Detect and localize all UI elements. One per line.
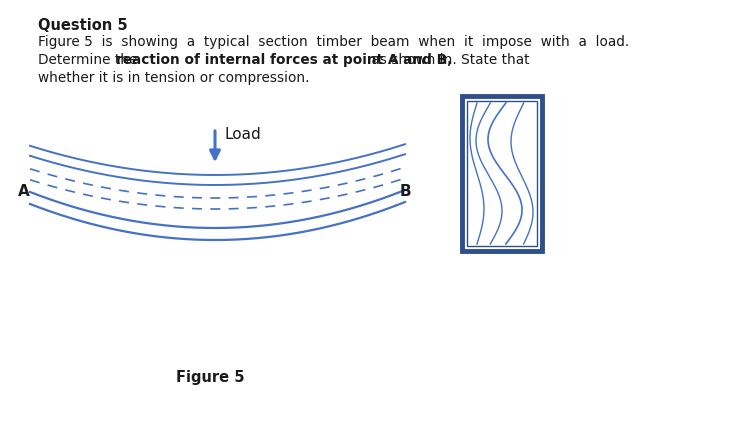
Text: Figure 5  is  showing  a  typical  section  timber  beam  when  it  impose  with: Figure 5 is showing a typical section ti… [38, 35, 629, 49]
Text: Figure 5: Figure 5 [176, 370, 244, 385]
Bar [467, 101, 537, 246]
Text: A: A [18, 184, 30, 198]
Text: reaction of internal forces at point A and B,: reaction of internal forces at point A a… [116, 53, 453, 67]
Text: B: B [400, 184, 411, 198]
Text: whether it is in tension or compression.: whether it is in tension or compression. [38, 71, 310, 85]
Text: Question 5: Question 5 [38, 18, 128, 33]
Text: Load: Load [225, 127, 262, 142]
Bar [462, 96, 542, 251]
Text: as shown in. State that: as shown in. State that [367, 53, 529, 67]
Text: Determine the: Determine the [38, 53, 141, 67]
